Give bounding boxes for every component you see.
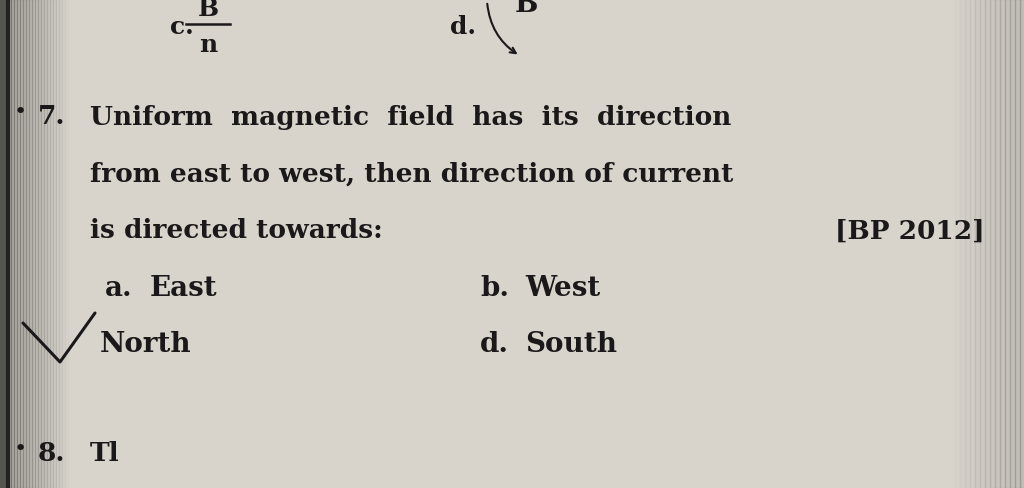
Bar bbox=[65, 0, 68, 488]
Bar bbox=[985, 0, 990, 488]
Text: •: • bbox=[14, 438, 28, 458]
Bar bbox=[8, 0, 11, 488]
Bar bbox=[975, 0, 980, 488]
Text: c.: c. bbox=[170, 15, 194, 39]
Bar bbox=[995, 0, 1000, 488]
Bar bbox=[53, 0, 56, 488]
Bar bbox=[29, 0, 32, 488]
Bar bbox=[1015, 0, 1020, 488]
Bar bbox=[62, 0, 65, 488]
Text: Tl: Tl bbox=[90, 441, 120, 466]
Bar bbox=[50, 0, 53, 488]
Text: North: North bbox=[100, 331, 191, 358]
Text: from east to west, then direction of current: from east to west, then direction of cur… bbox=[90, 161, 733, 186]
Bar bbox=[56, 0, 59, 488]
Bar bbox=[23, 0, 26, 488]
Bar bbox=[41, 0, 44, 488]
Text: Uniform  magnetic  field  has  its  direction: Uniform magnetic field has its direction bbox=[90, 104, 731, 129]
Text: d.: d. bbox=[480, 331, 509, 358]
Text: 8.: 8. bbox=[38, 441, 66, 466]
Bar bbox=[35, 0, 38, 488]
Bar bbox=[950, 0, 955, 488]
Text: [BP 2012]: [BP 2012] bbox=[836, 218, 985, 243]
Bar bbox=[1005, 0, 1010, 488]
Text: is directed towards:: is directed towards: bbox=[90, 218, 383, 243]
Text: 7.: 7. bbox=[38, 104, 66, 129]
Text: b.: b. bbox=[480, 275, 509, 302]
Bar bbox=[1010, 0, 1015, 488]
Text: d.: d. bbox=[450, 15, 476, 39]
Bar bbox=[26, 0, 29, 488]
Bar bbox=[47, 0, 50, 488]
Text: n: n bbox=[199, 33, 217, 57]
Bar bbox=[970, 0, 975, 488]
Bar bbox=[38, 0, 41, 488]
Bar bbox=[961, 0, 965, 488]
Text: East: East bbox=[150, 275, 218, 302]
Bar bbox=[955, 0, 961, 488]
Text: West: West bbox=[525, 275, 600, 302]
Bar bbox=[990, 0, 995, 488]
Bar bbox=[14, 0, 17, 488]
Text: a.: a. bbox=[105, 275, 133, 302]
Bar bbox=[11, 0, 14, 488]
Bar bbox=[44, 0, 47, 488]
Bar bbox=[59, 0, 62, 488]
Bar bbox=[20, 0, 23, 488]
Bar bbox=[1020, 0, 1024, 488]
Bar bbox=[17, 0, 20, 488]
Bar bbox=[32, 0, 35, 488]
Text: B: B bbox=[198, 0, 218, 21]
Text: B: B bbox=[515, 0, 539, 19]
Text: South: South bbox=[525, 331, 617, 358]
Bar bbox=[1000, 0, 1005, 488]
Bar bbox=[980, 0, 985, 488]
Text: •: • bbox=[14, 102, 28, 122]
Bar bbox=[965, 0, 970, 488]
Bar bbox=[0, 0, 8, 488]
